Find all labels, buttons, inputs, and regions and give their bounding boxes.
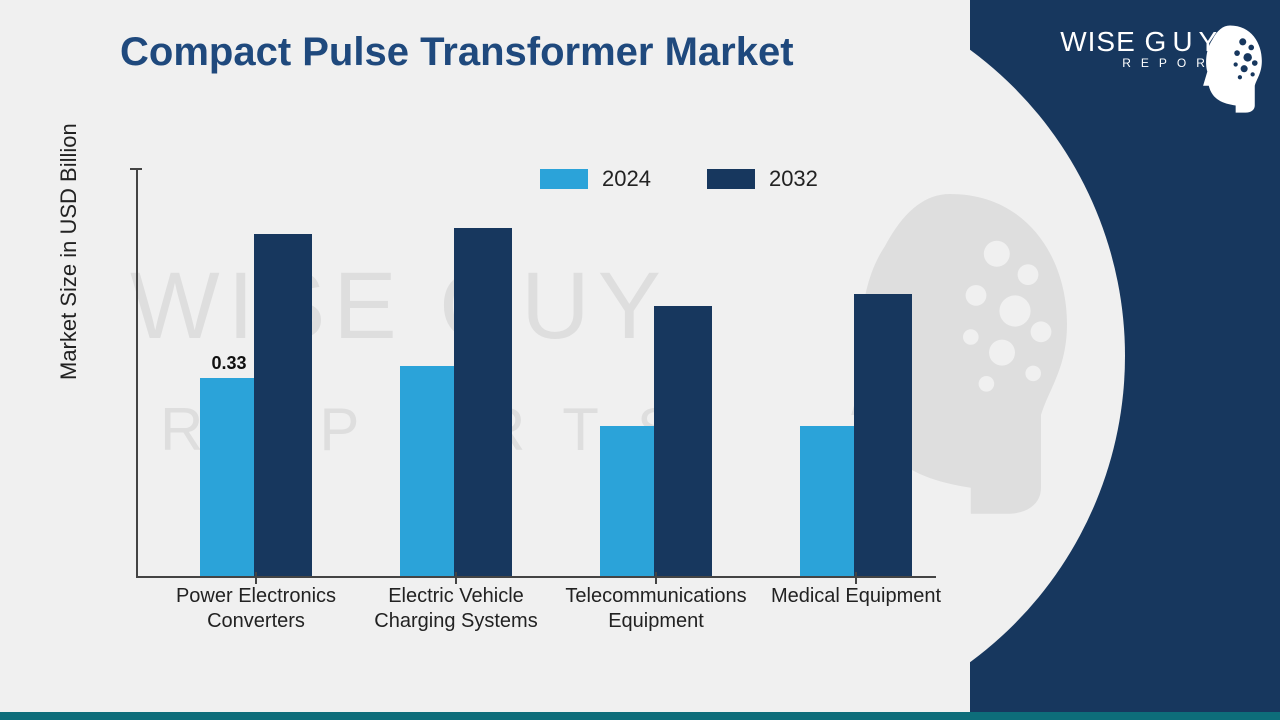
x-tick: [655, 572, 657, 584]
x-tick: [855, 572, 857, 584]
legend-label-2032: 2032: [769, 166, 818, 192]
bar-2024: [400, 366, 458, 576]
bar-2024: [800, 426, 858, 576]
bar-2024: [600, 426, 658, 576]
category-label: Telecommunications Equipment: [556, 584, 756, 634]
y-axis-label: Market Size in USD Billion: [56, 123, 82, 380]
category-label: Electric Vehicle Charging Systems: [356, 584, 556, 634]
chart-title: Compact Pulse Transformer Market: [120, 30, 794, 75]
y-tick: [130, 168, 142, 170]
brand-line1a: WISE: [1060, 26, 1136, 57]
y-axis-line: [136, 168, 138, 578]
bar-2032: [254, 234, 312, 576]
category-label: Power Electronics Converters: [156, 584, 356, 634]
legend-label-2024: 2024: [602, 166, 651, 192]
legend-swatch-2032: [707, 169, 755, 189]
bar-value-label: 0.33: [200, 353, 258, 374]
bottom-accent-bar: [0, 712, 1280, 720]
brand-head-icon: [1194, 22, 1266, 114]
legend-item-2024: 2024: [540, 166, 651, 192]
bar-2032: [654, 306, 712, 576]
x-tick: [255, 572, 257, 584]
plot-area: 0.33Power Electronics ConvertersElectric…: [110, 218, 940, 578]
bar-2024: [200, 378, 258, 576]
legend-swatch-2024: [540, 169, 588, 189]
bar-2032: [854, 294, 912, 576]
bar-2032: [454, 228, 512, 576]
legend: 2024 2032: [540, 166, 818, 192]
category-label: Medical Equipment: [756, 584, 956, 609]
x-tick: [455, 572, 457, 584]
legend-item-2032: 2032: [707, 166, 818, 192]
